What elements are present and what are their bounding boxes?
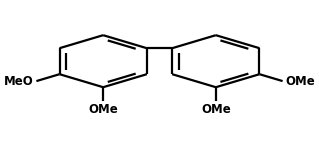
Text: OMe: OMe: [201, 103, 231, 116]
Text: OMe: OMe: [286, 75, 315, 88]
Text: OMe: OMe: [88, 103, 118, 116]
Text: MeO: MeO: [4, 75, 33, 88]
